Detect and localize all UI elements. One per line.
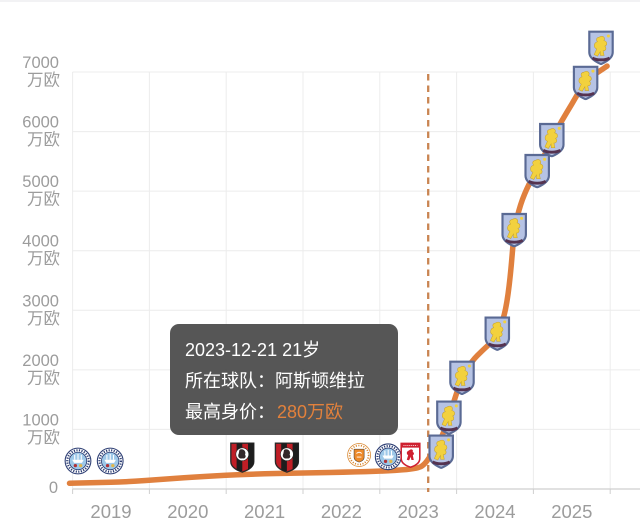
tooltip-value: 280万欧 (277, 402, 344, 422)
club-badge-aston-villa-icon[interactable] (538, 122, 565, 158)
y-tick-label: 7000 万欧 (22, 54, 60, 90)
x-tick-label: 2025 (551, 501, 592, 522)
x-tick-label: 2022 (321, 501, 362, 522)
club-badge-man-city-icon[interactable] (96, 447, 125, 475)
tooltip-club-name: 阿斯顿维拉 (275, 371, 365, 391)
axis-labels-layer: 7000 万欧 6000 万欧 5000 万欧 4000 万欧 3000 万欧 2000 万欧 1000… (22, 54, 592, 522)
x-tick-label: 2021 (244, 501, 285, 522)
club-badge-aston-villa-icon[interactable] (428, 434, 455, 469)
x-tick-label: 2024 (474, 501, 515, 522)
tooltip-value-label: 最高身价： (185, 402, 275, 422)
club-badge-aston-villa-icon[interactable] (501, 212, 528, 248)
club-badge-aston-villa-icon[interactable] (524, 153, 551, 189)
club-badge-blackpool-icon[interactable] (346, 442, 372, 468)
club-badge-aston-villa-icon[interactable] (435, 400, 463, 435)
club-badge-man-city-icon[interactable] (374, 442, 403, 471)
x-tick-label: 2023 (398, 501, 439, 522)
x-tick-label: 2020 (167, 501, 208, 522)
club-badge-bournemouth-icon[interactable] (274, 442, 300, 473)
club-badge-aston-villa-icon[interactable] (484, 316, 511, 351)
y-tick-label: 3000 万欧 (22, 292, 60, 328)
tooltip-value-row: 最高身价： 280万欧 (185, 397, 383, 428)
y-tick-label: 6000 万欧 (22, 114, 60, 150)
y-zero-label: 0 (49, 479, 58, 497)
grid-layer (72, 71, 640, 494)
y-tick-label: 4000 万欧 (22, 233, 60, 269)
club-badge-aston-villa-icon[interactable] (572, 65, 599, 101)
club-badge-aston-villa-icon[interactable] (448, 360, 476, 395)
tooltip-date-age: 2023-12-21 21岁 (185, 340, 321, 360)
tooltip-club-label: 所在球队： (185, 371, 275, 391)
club-badge-bournemouth-icon[interactable] (230, 442, 255, 473)
y-tick-label: 2000 万欧 (22, 352, 60, 388)
club-badge-middlesbrough-icon[interactable] (400, 442, 421, 469)
club-badge-aston-villa-icon[interactable] (587, 30, 615, 65)
tooltip-club-row: 所在球队：阿斯顿维拉 (185, 366, 383, 397)
club-badge-man-city-icon[interactable] (64, 447, 92, 475)
y-tick-label: 5000 万欧 (22, 173, 60, 209)
tooltip: 2023-12-21 21岁 所在球队：阿斯顿维拉 最高身价： 280万欧 (170, 324, 398, 435)
x-tick-label: 2019 (90, 501, 131, 522)
y-tick-label: 1000 万欧 (22, 411, 60, 447)
